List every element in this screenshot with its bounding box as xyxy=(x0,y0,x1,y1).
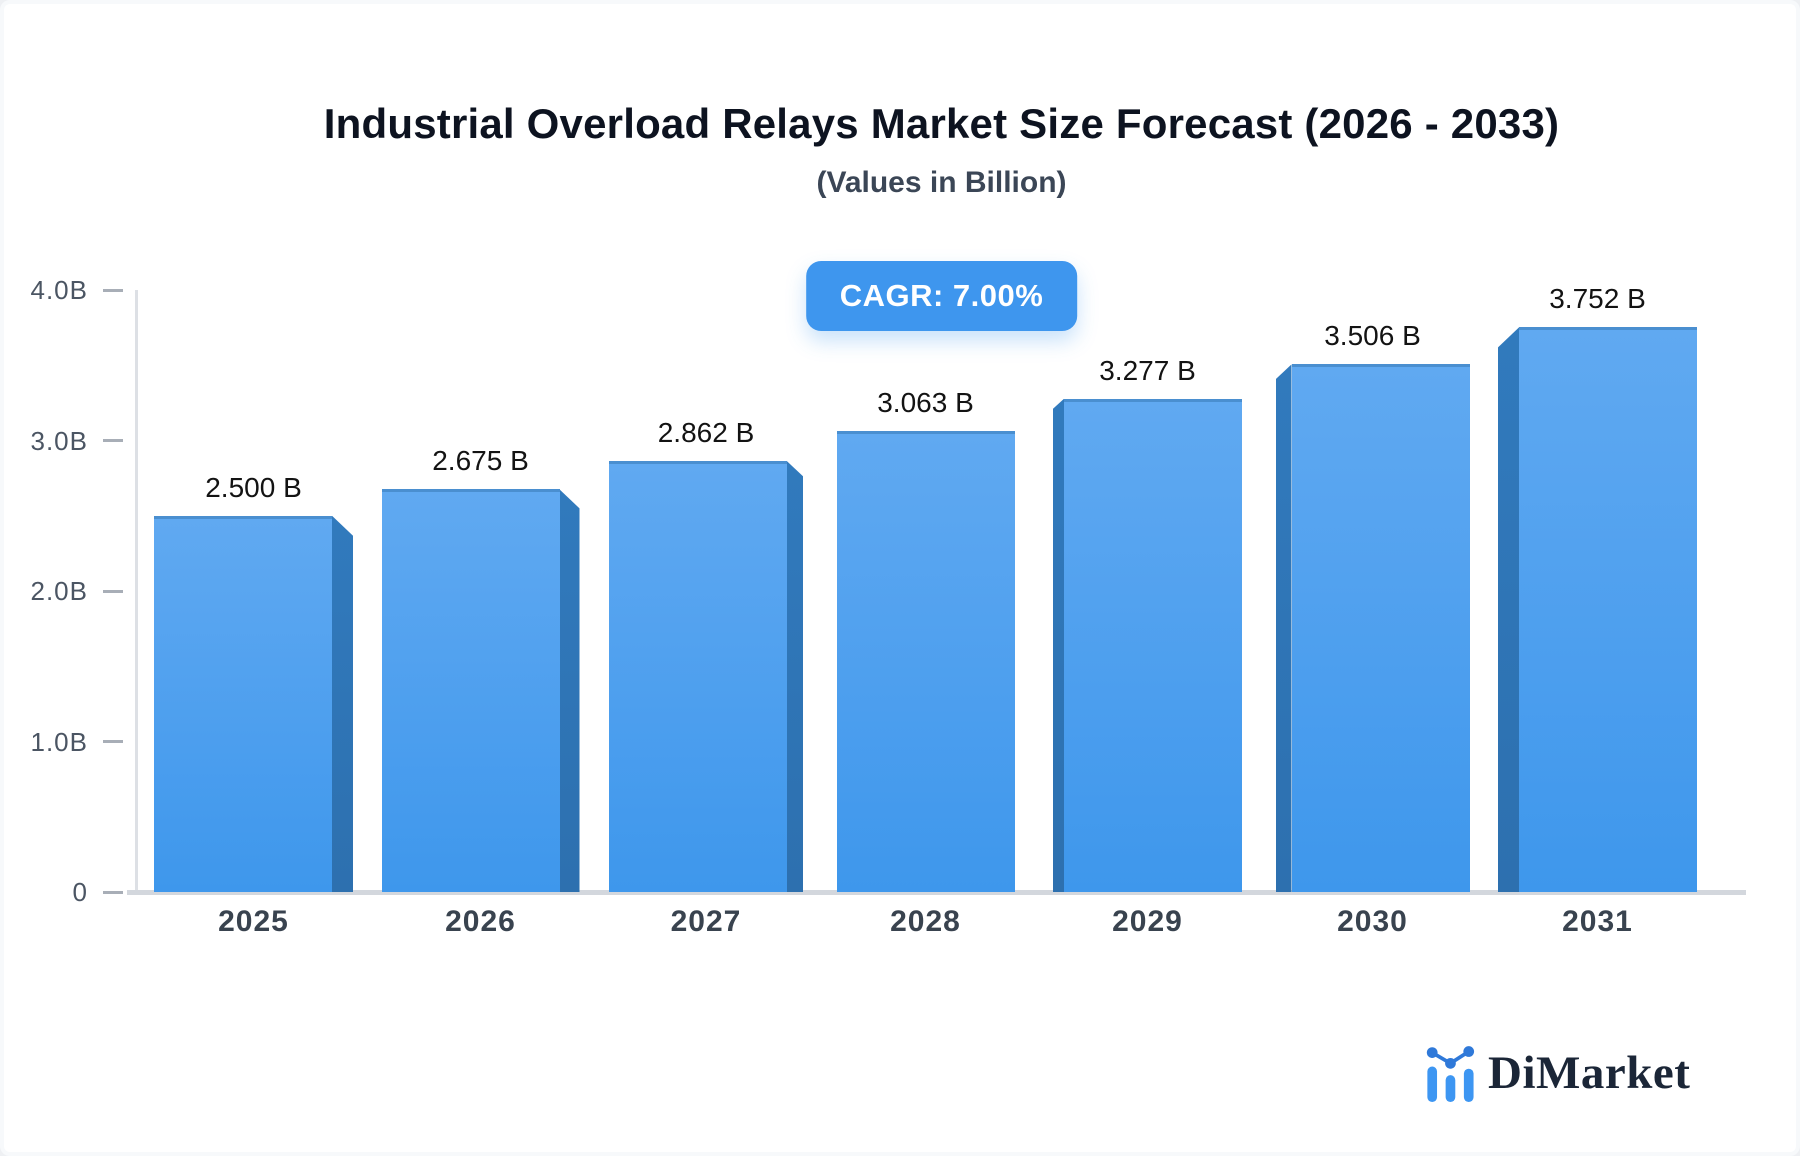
y-axis-tick xyxy=(103,439,123,442)
bar-2025 xyxy=(154,515,332,892)
bar-2031 xyxy=(1519,327,1697,892)
y-axis-tick xyxy=(103,740,123,743)
y-axis-tick-label: 0 xyxy=(72,877,88,907)
brand-logo: DiMarket xyxy=(1424,1044,1690,1102)
bar-chart-plot: 0 1.0B 2.0B 3.0B 4.0B 2.500 B 2025 2.675 B 2026 2… xyxy=(4,4,1796,1152)
x-axis-label: 2028 xyxy=(890,905,961,938)
bar-value-label: 2.862 B xyxy=(657,417,755,449)
bar-value-label: 3.063 B xyxy=(877,387,974,419)
x-axis-label: 2026 xyxy=(445,905,516,938)
bar-value-label: 3.752 B xyxy=(1549,283,1646,315)
brand-logo-text: DiMarket xyxy=(1488,1047,1691,1099)
bar-value-label: 3.277 B xyxy=(1099,354,1196,386)
bar-2027 xyxy=(609,461,787,892)
bar-value-label: 2.500 B xyxy=(205,471,302,503)
bar-side-panel xyxy=(1275,364,1292,892)
y-axis-tick xyxy=(103,288,123,292)
x-axis-label: 2027 xyxy=(670,905,742,938)
bar-side-panel xyxy=(1053,398,1064,892)
chart-title: Industrial Overload Relays Market Size F… xyxy=(323,100,1560,147)
y-axis-tick-label: 3.0B xyxy=(30,425,88,456)
y-axis-tick-label: 4.0B xyxy=(30,275,88,305)
bar-value-label: 2.675 B xyxy=(432,445,529,477)
cagr-badge: CAGR: 7.00% xyxy=(805,261,1078,331)
bar-value-label: 3.506 B xyxy=(1324,320,1421,352)
x-axis-label: 2025 xyxy=(218,905,289,938)
y-axis-tick xyxy=(103,890,123,894)
x-axis-label: 2030 xyxy=(1337,905,1408,938)
bar-2030 xyxy=(1291,364,1470,892)
bar-2029 xyxy=(1064,398,1242,892)
chart-subtitle: (Values in Billion) xyxy=(816,166,1067,199)
bar-side-panel xyxy=(332,515,353,892)
y-axis-line xyxy=(135,290,138,892)
bar-2026 xyxy=(381,489,560,892)
bar-side-panel xyxy=(559,489,580,892)
bar-side-panel xyxy=(787,461,803,892)
bar-side-panel xyxy=(1498,327,1519,892)
x-axis-label: 2031 xyxy=(1562,905,1633,938)
y-axis-tick-label: 1.0B xyxy=(30,726,88,757)
x-axis-baseline xyxy=(127,890,1746,895)
x-axis-label: 2029 xyxy=(1112,905,1183,938)
bar-line-chart-icon xyxy=(1426,1046,1475,1102)
y-axis-tick-label: 2.0B xyxy=(30,576,88,606)
chart-header: Industrial Overload Relays Market Size F… xyxy=(137,4,1746,344)
bar-2028 xyxy=(836,431,1015,892)
y-axis-tick xyxy=(103,589,123,593)
